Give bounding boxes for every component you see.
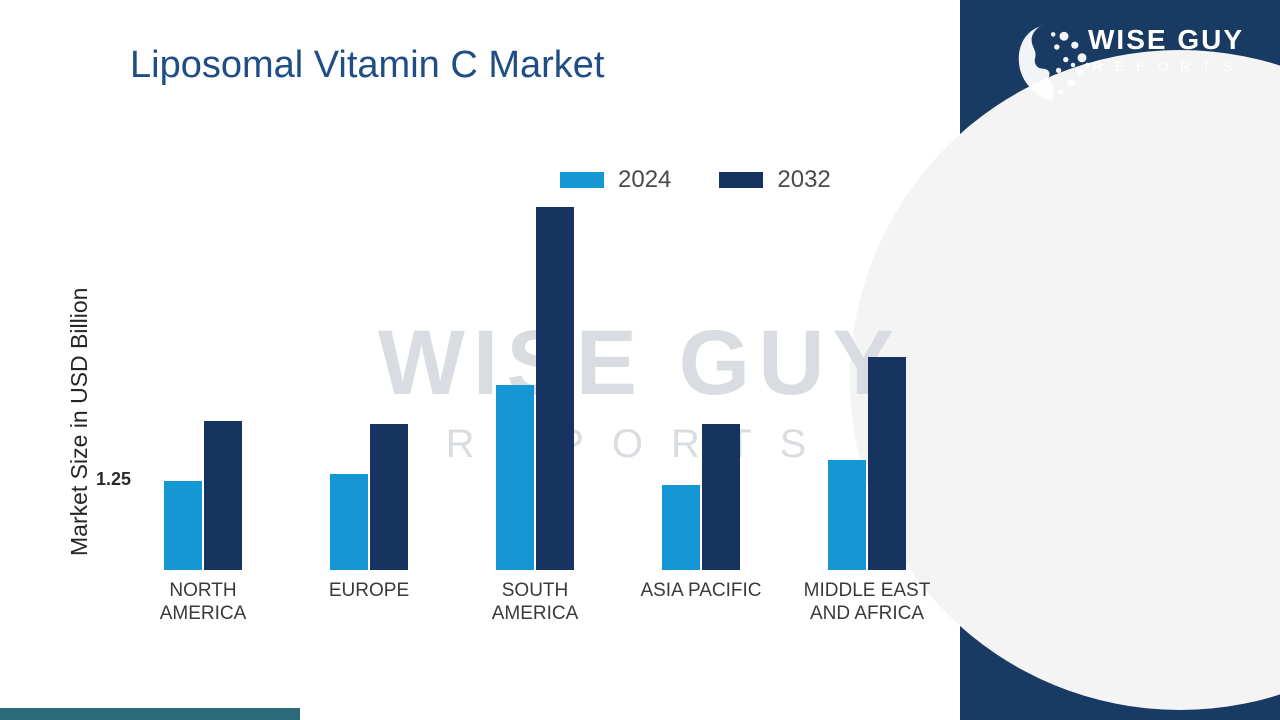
- bar-2032: [536, 207, 574, 570]
- category-label: ASIA PACIFIC: [631, 580, 771, 603]
- legend-label: 2024: [618, 166, 671, 194]
- legend-swatch: [719, 172, 763, 188]
- plot-area: [120, 200, 950, 570]
- bottom-accent-bar: [0, 708, 300, 720]
- bar-2032: [868, 357, 906, 570]
- bar-2024: [496, 385, 534, 570]
- bar-2032: [204, 421, 242, 570]
- legend-swatch: [560, 172, 604, 188]
- category-label: MIDDLE EAST AND AFRICA: [797, 580, 937, 626]
- logo-head-icon: [1010, 20, 1100, 110]
- logo-sub: REPORTS: [1088, 58, 1244, 74]
- category-label: SOUTH AMERICA: [465, 580, 605, 626]
- chart-title: Liposomal Vitamin C Market: [130, 44, 604, 87]
- y-tick-label: 1.25: [96, 469, 131, 490]
- report-graphic: WISE GUY REPORTS Liposomal Vitamin C Mar…: [0, 0, 1280, 720]
- logo-main: WISE GUY: [1088, 24, 1244, 56]
- bar-2024: [164, 481, 202, 570]
- legend: 2024 2032: [560, 166, 831, 194]
- bar-2024: [662, 485, 700, 570]
- bar-2032: [370, 424, 408, 570]
- legend-item: 2024: [560, 166, 671, 194]
- bar-2024: [330, 474, 368, 570]
- bar-2032: [702, 424, 740, 570]
- category-label: EUROPE: [299, 580, 439, 603]
- category-label: NORTH AMERICA: [133, 580, 273, 626]
- legend-item: 2032: [719, 166, 830, 194]
- legend-label: 2032: [777, 166, 830, 194]
- y-axis-label: Market Size in USD Billion: [66, 196, 93, 556]
- logo-text: WISE GUY REPORTS: [1088, 24, 1244, 74]
- bar-2024: [828, 460, 866, 570]
